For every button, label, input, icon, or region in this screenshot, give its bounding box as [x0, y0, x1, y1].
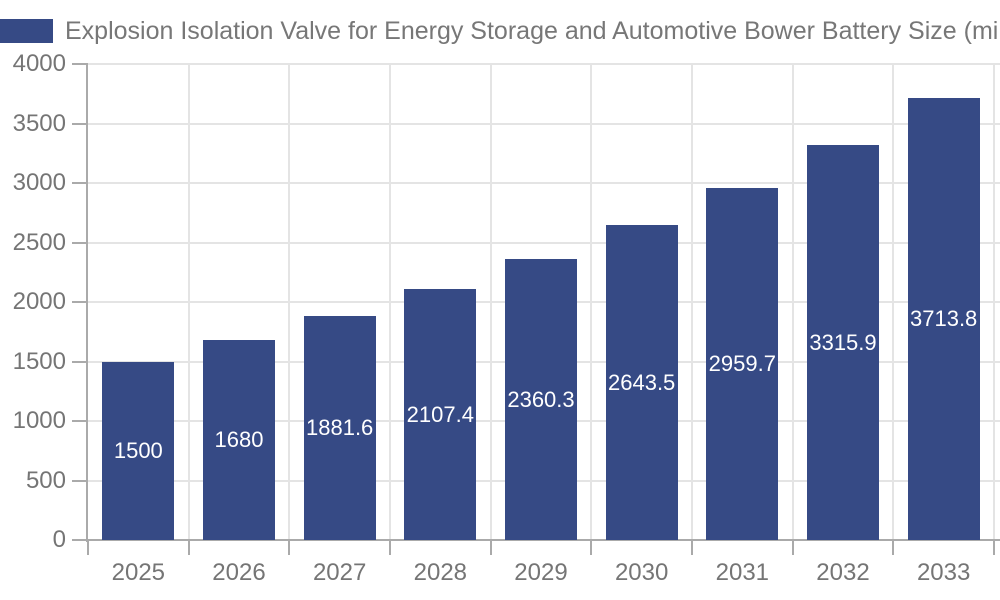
bar-2028: [404, 289, 477, 540]
y-axis-label: 4000: [12, 50, 66, 77]
y-axis-tick: [72, 420, 88, 422]
gridline-vertical: [187, 64, 190, 540]
x-axis-tick: [993, 540, 995, 555]
x-axis-tick: [389, 540, 391, 555]
x-axis-label: 2028: [413, 559, 468, 586]
x-axis-tick: [691, 540, 693, 555]
x-axis-tick: [288, 540, 291, 555]
gridline-vertical: [590, 64, 593, 540]
bar-2032: [807, 145, 879, 540]
y-axis-tick: [72, 479, 88, 482]
y-axis-tick: [72, 122, 88, 125]
x-axis-tick: [590, 540, 593, 555]
y-axis-tick: [72, 182, 88, 184]
x-axis-label: 2032: [816, 559, 870, 586]
bar-value-label: 2643.5: [608, 369, 676, 395]
legend: Explosion Isolation Valve for Energy Sto…: [0, 0, 1000, 56]
gridline-horizontal: [88, 63, 1000, 65]
bar-value-label: 1500: [113, 437, 163, 463]
x-axis-line: [86, 539, 1000, 541]
y-axis-line: [86, 64, 88, 542]
bar-value-label: 2360.3: [507, 386, 575, 412]
x-axis-label: 2026: [212, 559, 266, 586]
y-axis-label: 1000: [12, 407, 66, 434]
bar-value-label: 1881.6: [306, 415, 374, 441]
x-axis-tick: [892, 540, 895, 555]
bar-value-label: 3315.9: [809, 329, 877, 355]
bar-2031: [706, 187, 779, 540]
y-axis-label: 2500: [12, 228, 66, 256]
bar-value-label: 1680: [214, 427, 264, 453]
y-axis-tick: [72, 539, 88, 541]
gridline-horizontal: [88, 182, 1000, 184]
x-axis-tick: [489, 540, 492, 555]
x-axis-label: 2029: [514, 559, 568, 586]
x-axis-label: 2033: [916, 559, 971, 586]
bar-2026: [203, 340, 275, 540]
y-axis-tick: [72, 63, 88, 65]
y-axis-label: 2000: [12, 288, 66, 315]
x-axis-tick: [187, 540, 190, 555]
x-axis-label: 2030: [614, 559, 669, 586]
gridline-vertical: [993, 64, 995, 540]
bar-2030: [605, 225, 678, 540]
chart-title: Explosion Isolation Valve for Energy Sto…: [65, 17, 1000, 45]
gridline-horizontal: [88, 241, 1000, 244]
x-axis-label: 2025: [111, 559, 166, 586]
y-axis-label: 3000: [12, 169, 66, 196]
x-axis-tick: [87, 540, 89, 555]
gridline-vertical: [288, 64, 291, 540]
gridline-vertical: [691, 64, 693, 540]
bar-2025: [102, 361, 175, 540]
y-axis-label: 0: [52, 526, 66, 553]
bar-value-label: 3713.8: [910, 306, 978, 332]
y-axis-label: 1500: [12, 347, 66, 375]
gridline-vertical: [389, 64, 391, 540]
y-axis-tick: [72, 360, 88, 363]
bar-value-label: 2107.4: [406, 401, 474, 427]
gridline-horizontal: [88, 122, 1000, 125]
x-axis-label: 2031: [715, 559, 770, 586]
bar-2033: [907, 98, 980, 540]
y-axis-tick: [72, 241, 88, 244]
x-axis-label: 2027: [312, 559, 367, 586]
bar-2029: [505, 259, 577, 540]
gridline-vertical: [791, 64, 794, 540]
y-axis-label: 3500: [12, 109, 66, 137]
gridline-vertical: [489, 64, 492, 540]
y-axis-tick: [72, 301, 88, 303]
x-axis-tick: [791, 540, 794, 555]
bar-value-label: 2959.7: [708, 350, 776, 376]
bar-2027: [303, 316, 376, 540]
gridline-vertical: [892, 64, 895, 540]
legend-swatch[interactable]: [0, 19, 53, 43]
y-axis-label: 500: [25, 466, 66, 494]
